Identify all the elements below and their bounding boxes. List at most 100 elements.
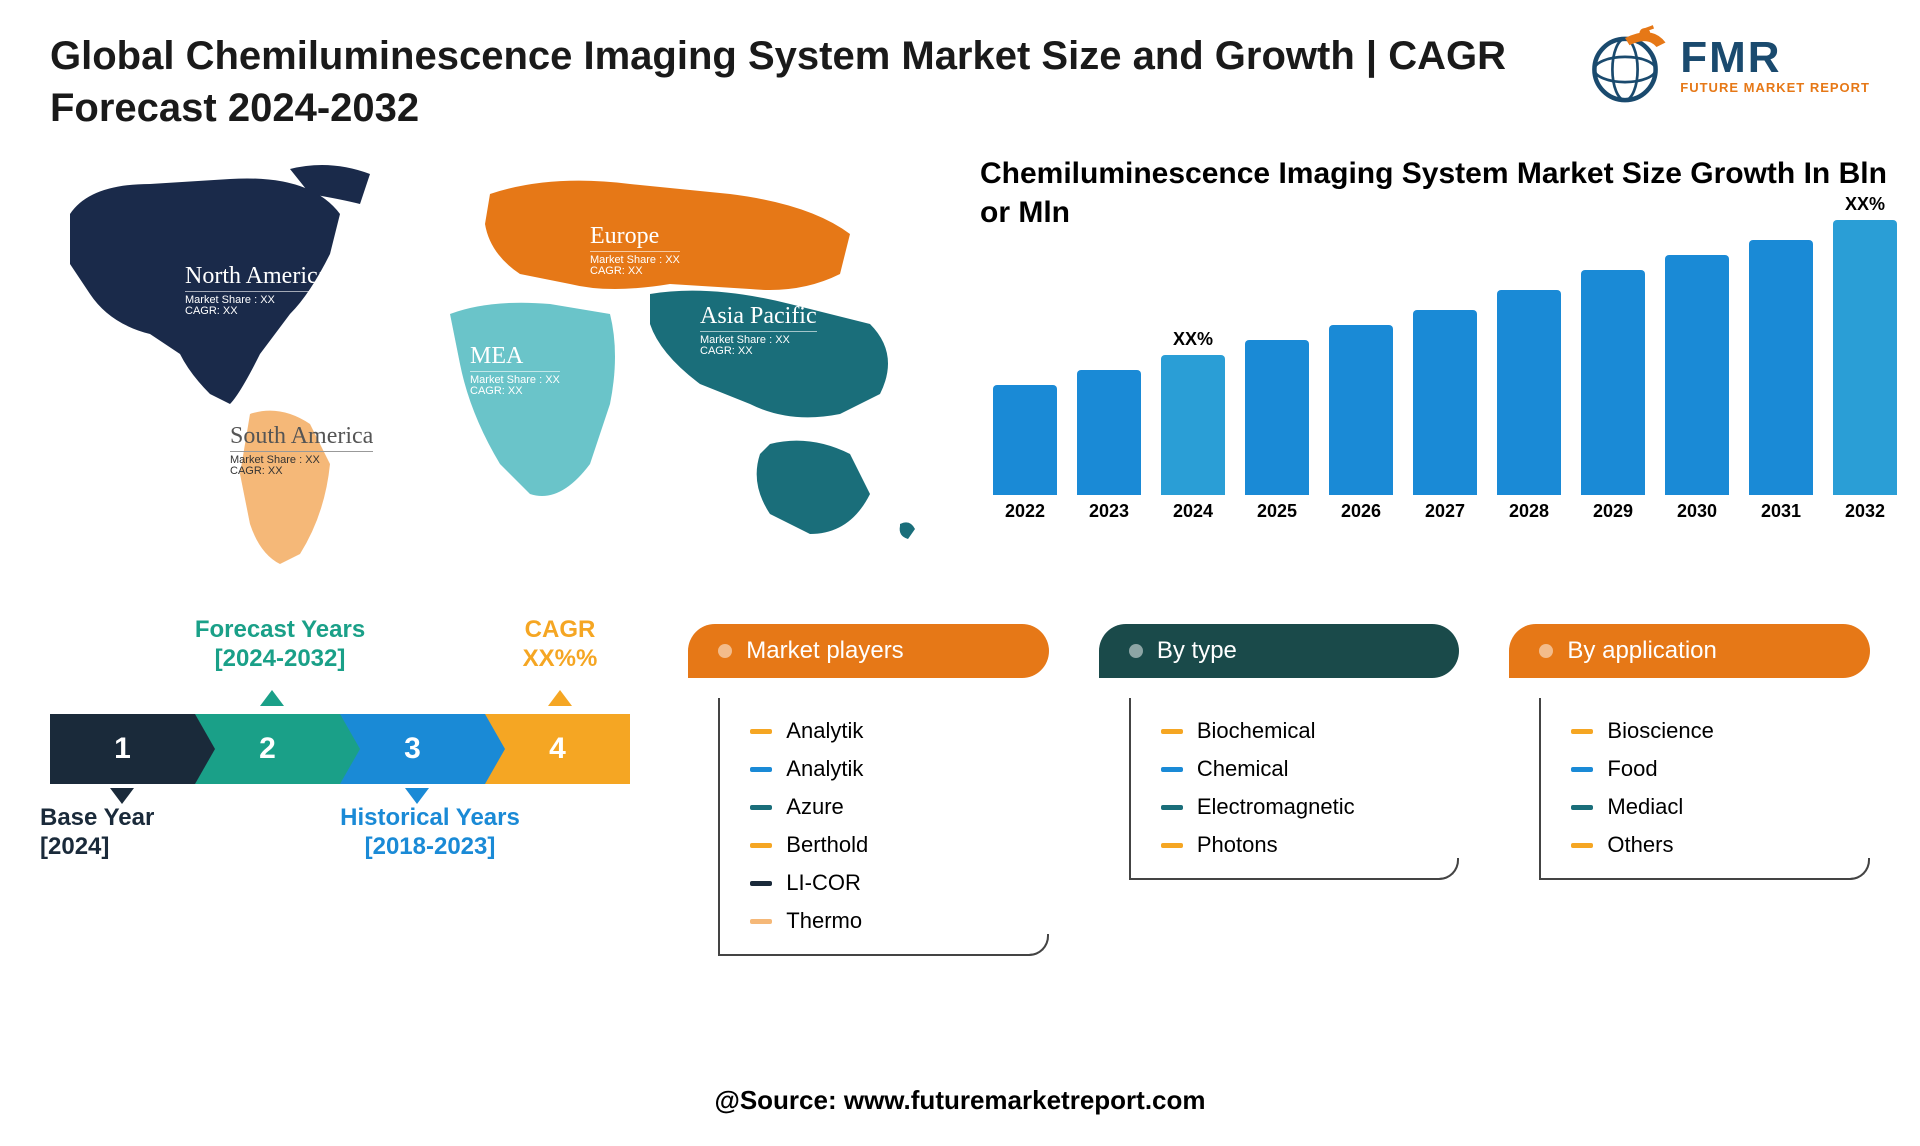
list-item-text: Berthold [786,832,868,858]
bar-rect [1413,310,1477,495]
page-title: Global Chemiluminescence Imaging System … [50,30,1550,134]
list-item-text: Bioscience [1607,718,1713,744]
list-item: Analytik [750,712,1049,750]
cagr-value: XX%% [523,645,598,672]
by-type-group: By type Biochemical Chemical Electromagnet… [1099,624,1460,956]
list-item: Photons [1161,826,1460,864]
hist-label: Historical Years [340,804,520,831]
timeline-infographic: Forecast Years [2024-2032] CAGR XX%% 123… [50,624,638,956]
bar-2023: 2023 [1074,370,1144,522]
bar-year-label: 2025 [1257,501,1297,522]
dash-icon [750,919,772,924]
bar-2028: 2028 [1494,290,1564,522]
bar-2031: 2031 [1746,240,1816,522]
list-item-text: Biochemical [1197,718,1316,744]
list-item: Biochemical [1161,712,1460,750]
dash-icon [1571,805,1593,810]
timeline-segment-2: 2 [195,714,340,784]
bar-rect [1833,220,1897,495]
bar-2027: 2027 [1410,310,1480,522]
timeline-segment-4: 4 [485,714,630,784]
bar-year-label: 2030 [1677,501,1717,522]
list-item-text: Chemical [1197,756,1289,782]
list-item: Azure [750,788,1049,826]
base-label: Base Year [40,804,154,831]
bar-rect [1077,370,1141,495]
bar-rect [993,385,1057,495]
list-item-text: Photons [1197,832,1278,858]
list-item-text: LI-COR [786,870,861,896]
list-item: Mediacl [1571,788,1870,826]
dash-icon [750,843,772,848]
list-item-text: Food [1607,756,1657,782]
arrow-down-icon [110,788,134,804]
dash-icon [750,805,772,810]
logo-fmr-text: FMR [1680,36,1870,80]
chart-title: Chemiluminescence Imaging System Market … [980,154,1900,232]
bar-rect [1497,290,1561,495]
bar-2030: 2030 [1662,255,1732,522]
dash-icon [1161,767,1183,772]
arrow-up-icon [260,690,284,706]
region-label-south-america: South AmericaMarket Share : XXCAGR: XX [230,424,373,477]
dash-icon [1571,843,1593,848]
bar-year-label: 2022 [1005,501,1045,522]
fmr-logo: FMR FUTURE MARKET REPORT [1580,20,1870,110]
bar-annotation: XX% [1845,194,1885,215]
arrow-up-icon [548,690,572,706]
bar-year-label: 2031 [1761,501,1801,522]
bar-2024: XX%2024 [1158,355,1228,522]
bar-2022: 2022 [990,385,1060,522]
list-item: Bioscience [1571,712,1870,750]
bar-year-label: 2028 [1509,501,1549,522]
forecast-range: [2024-2032] [215,645,346,672]
list-item-text: Mediacl [1607,794,1683,820]
dash-icon [1571,767,1593,772]
region-label-asia-pacific: Asia PacificMarket Share : XXCAGR: XX [700,304,817,357]
region-label-europe: EuropeMarket Share : XXCAGR: XX [590,224,680,277]
list-item: LI-COR [750,864,1049,902]
dash-icon [1161,805,1183,810]
bar-2029: 2029 [1578,270,1648,522]
list-item: Berthold [750,826,1049,864]
bar-year-label: 2032 [1845,501,1885,522]
list-item: Food [1571,750,1870,788]
list-item: Thermo [750,902,1049,940]
list-item-text: Analytik [786,756,863,782]
bar-2032: XX%2032 [1830,220,1900,522]
list-item: Others [1571,826,1870,864]
dash-icon [750,767,772,772]
bar-rect [1665,255,1729,495]
bar-year-label: 2027 [1425,501,1465,522]
region-label-mea: MEAMarket Share : XXCAGR: XX [470,344,560,397]
list-item: Electromagnetic [1161,788,1460,826]
dash-icon [1571,729,1593,734]
bar-rect [1329,325,1393,495]
world-map: North AmericaMarket Share : XXCAGR: XX So… [50,154,930,574]
bar-chart: Chemiluminescence Imaging System Market … [960,154,1900,574]
base-value: [2024] [40,833,109,860]
bar-year-label: 2029 [1593,501,1633,522]
forecast-label: Forecast Years [195,616,365,643]
list-item: Analytik [750,750,1049,788]
timeline-segment-1: 1 [50,714,195,784]
list-item: Chemical [1161,750,1460,788]
market-players-pill: Market players [688,624,1049,678]
bar-2025: 2025 [1242,340,1312,522]
dash-icon [750,881,772,886]
logo-globe-icon [1580,20,1670,110]
bar-rect [1749,240,1813,495]
bar-year-label: 2026 [1341,501,1381,522]
source-attribution: @Source: www.futuremarketreport.com [0,1085,1920,1116]
region-label-north-america: North AmericaMarket Share : XXCAGR: XX [185,264,328,317]
list-item-text: Thermo [786,908,862,934]
list-item-text: Others [1607,832,1673,858]
bar-year-label: 2023 [1089,501,1129,522]
by-application-group: By application Bioscience Food Mediacl Othe… [1509,624,1870,956]
by-type-pill: By type [1099,624,1460,678]
cagr-label: CAGR [525,616,596,643]
market-players-group: Market players Analytik Analytik Azure Bert… [688,624,1049,956]
list-item-text: Analytik [786,718,863,744]
by-application-pill: By application [1509,624,1870,678]
timeline-segment-3: 3 [340,714,485,784]
